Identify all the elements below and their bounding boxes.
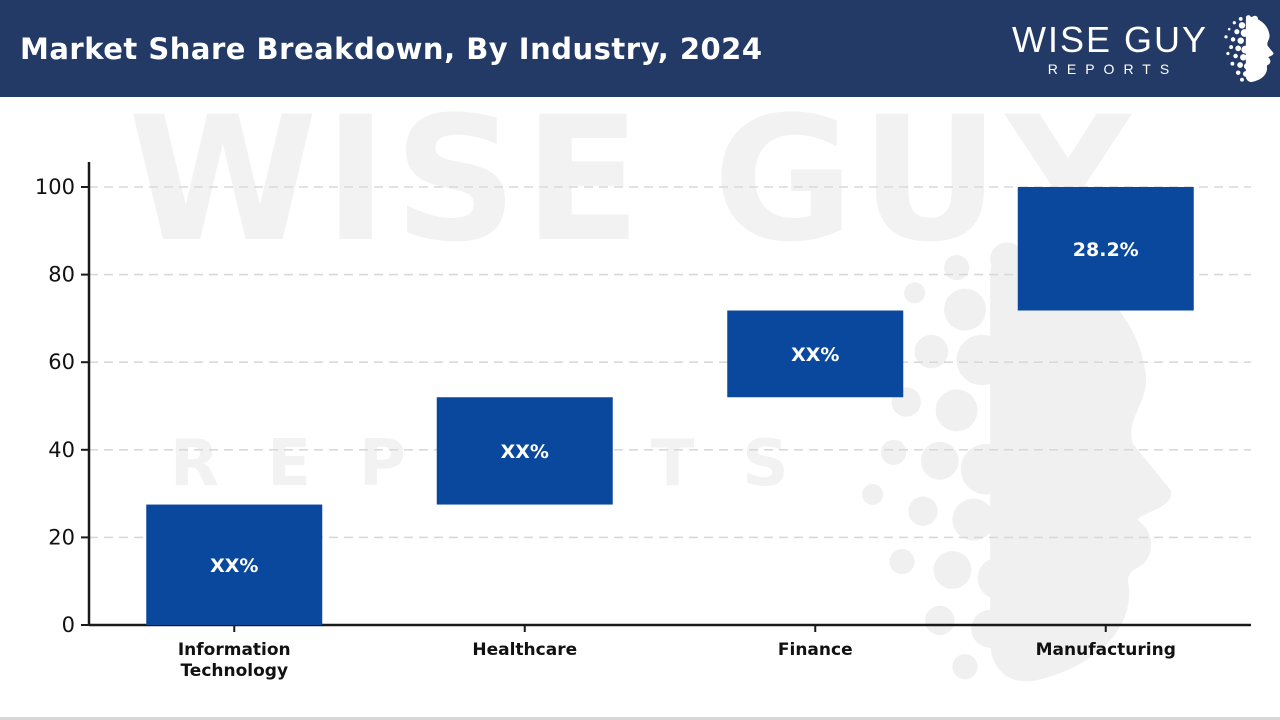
brand-logo: WISE GUY REPORTS — [1012, 6, 1274, 91]
y-tick-label-40: 40 — [48, 438, 75, 462]
bar-label-manufacturing: 28.2% — [1073, 239, 1139, 261]
bar-healthcare — [436, 397, 613, 505]
watermark-head-icon — [849, 242, 1172, 682]
x-tick-label-information-technology: Technology — [180, 661, 288, 681]
y-tick-label-0: 0 — [62, 613, 75, 637]
bar-label-finance: XX% — [791, 344, 839, 366]
page-title: Market Share Breakdown, By Industry, 202… — [20, 31, 763, 66]
y-tick-label-100: 100 — [35, 175, 75, 199]
x-tick-label-finance: Finance — [778, 640, 853, 660]
watermark-text: WISE GUY — [128, 79, 1137, 280]
y-tick-label-20: 20 — [48, 525, 75, 549]
bar-label-information-technology: XX% — [210, 555, 258, 577]
x-tick-label-manufacturing: Manufacturing — [1036, 640, 1176, 660]
bar-manufacturing — [1017, 187, 1194, 311]
chart-canvas: WISE GUY REPORTS 020406080100XX%Informat… — [0, 79, 1280, 717]
brand-name: WISE GUY — [1011, 18, 1208, 60]
header-bar: Market Share Breakdown, By Industry, 202… — [0, 0, 1280, 97]
brand-logo-text: WISE GUY REPORTS — [1011, 18, 1208, 77]
y-tick-label-80: 80 — [48, 263, 75, 287]
dotted-head-icon — [1224, 14, 1274, 82]
bar-label-healthcare: XX% — [501, 441, 549, 463]
bar-finance — [727, 310, 904, 398]
bar-information-technology — [146, 504, 323, 625]
x-tick-label-information-technology: Information — [178, 640, 291, 660]
x-tick-label-healthcare: Healthcare — [472, 640, 577, 660]
brand-subtitle: REPORTS — [1047, 60, 1179, 77]
y-tick-label-60: 60 — [48, 350, 75, 374]
